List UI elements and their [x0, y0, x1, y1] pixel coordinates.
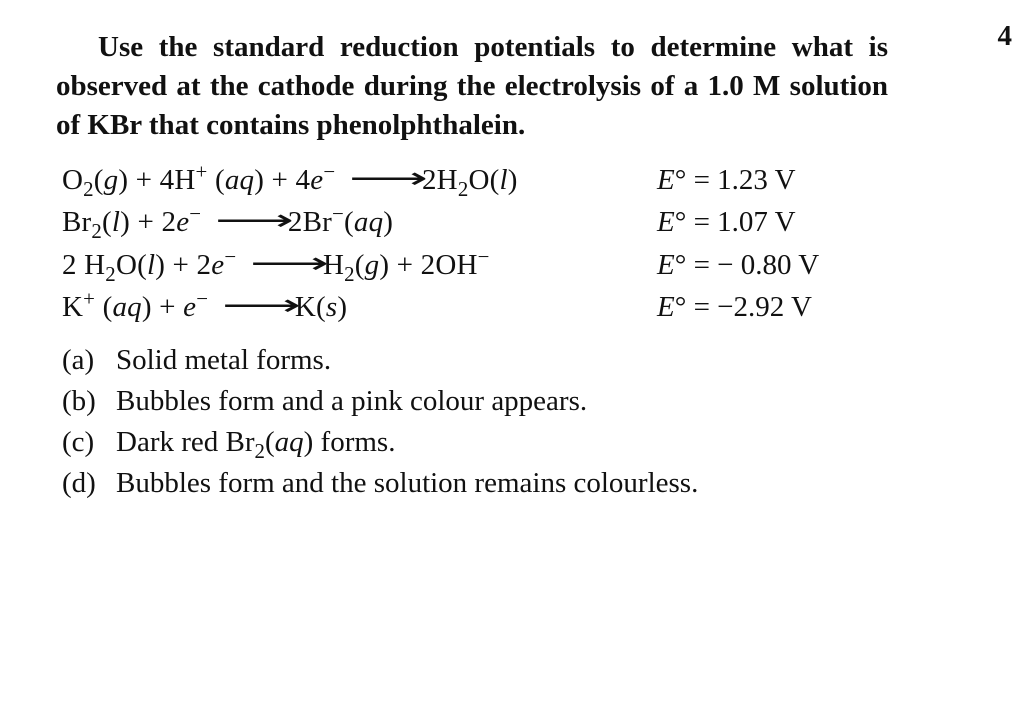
option-tag: (a)	[62, 340, 116, 381]
equation-potential: E° = 1.23 V	[657, 159, 796, 201]
option-d: (d) Bubbles form and the solution remain…	[62, 463, 968, 504]
question-text: Use the standard reduction potentials to…	[56, 28, 968, 145]
option-c: (c) Dark red Br2(aq) forms.	[62, 422, 968, 463]
option-tag: (d)	[62, 463, 116, 504]
option-text: Bubbles form and a pink colour appears.	[116, 381, 968, 422]
option-b: (b) Bubbles form and a pink colour appea…	[62, 381, 968, 422]
option-text: Dark red Br2(aq) forms.	[116, 422, 968, 463]
equation-row: Br2(l) + 2e− ⟶ 2Br−(aq) E° = 1.07 V	[56, 201, 968, 243]
page: 4 Use the standard reduction potentials …	[0, 0, 1024, 704]
equation-lhs: K+ (aq) + e− ⟶ K(s)	[56, 286, 657, 328]
equation-potential: E° = −2.92 V	[657, 286, 812, 328]
equation-potential: E° = − 0.80 V	[657, 244, 819, 286]
option-text: Bubbles form and the solution remains co…	[116, 463, 968, 504]
equation-row: 2 H2O(l) + 2e− ⟶ H2(g) + 2OH− E° = − 0.8…	[56, 244, 968, 286]
option-tag: (c)	[62, 422, 116, 463]
equation-lhs: 2 H2O(l) + 2e− ⟶ H2(g) + 2OH−	[56, 244, 657, 286]
corner-number: 4	[998, 20, 1013, 53]
options-block: (a) Solid metal forms. (b) Bubbles form …	[56, 340, 968, 505]
equation-lhs: O2(g) + 4H+ (aq) + 4e− ⟶ 2H2O(l)	[56, 159, 657, 201]
option-text: Solid metal forms.	[116, 340, 968, 381]
equation-row: O2(g) + 4H+ (aq) + 4e− ⟶ 2H2O(l) E° = 1.…	[56, 159, 968, 201]
equation-lhs: Br2(l) + 2e− ⟶ 2Br−(aq)	[56, 201, 657, 243]
equation-potential: E° = 1.07 V	[657, 201, 796, 243]
equation-row: K+ (aq) + e− ⟶ K(s) E° = −2.92 V	[56, 286, 968, 328]
option-tag: (b)	[62, 381, 116, 422]
equations-block: O2(g) + 4H+ (aq) + 4e− ⟶ 2H2O(l) E° = 1.…	[56, 159, 968, 327]
option-a: (a) Solid metal forms.	[62, 340, 968, 381]
